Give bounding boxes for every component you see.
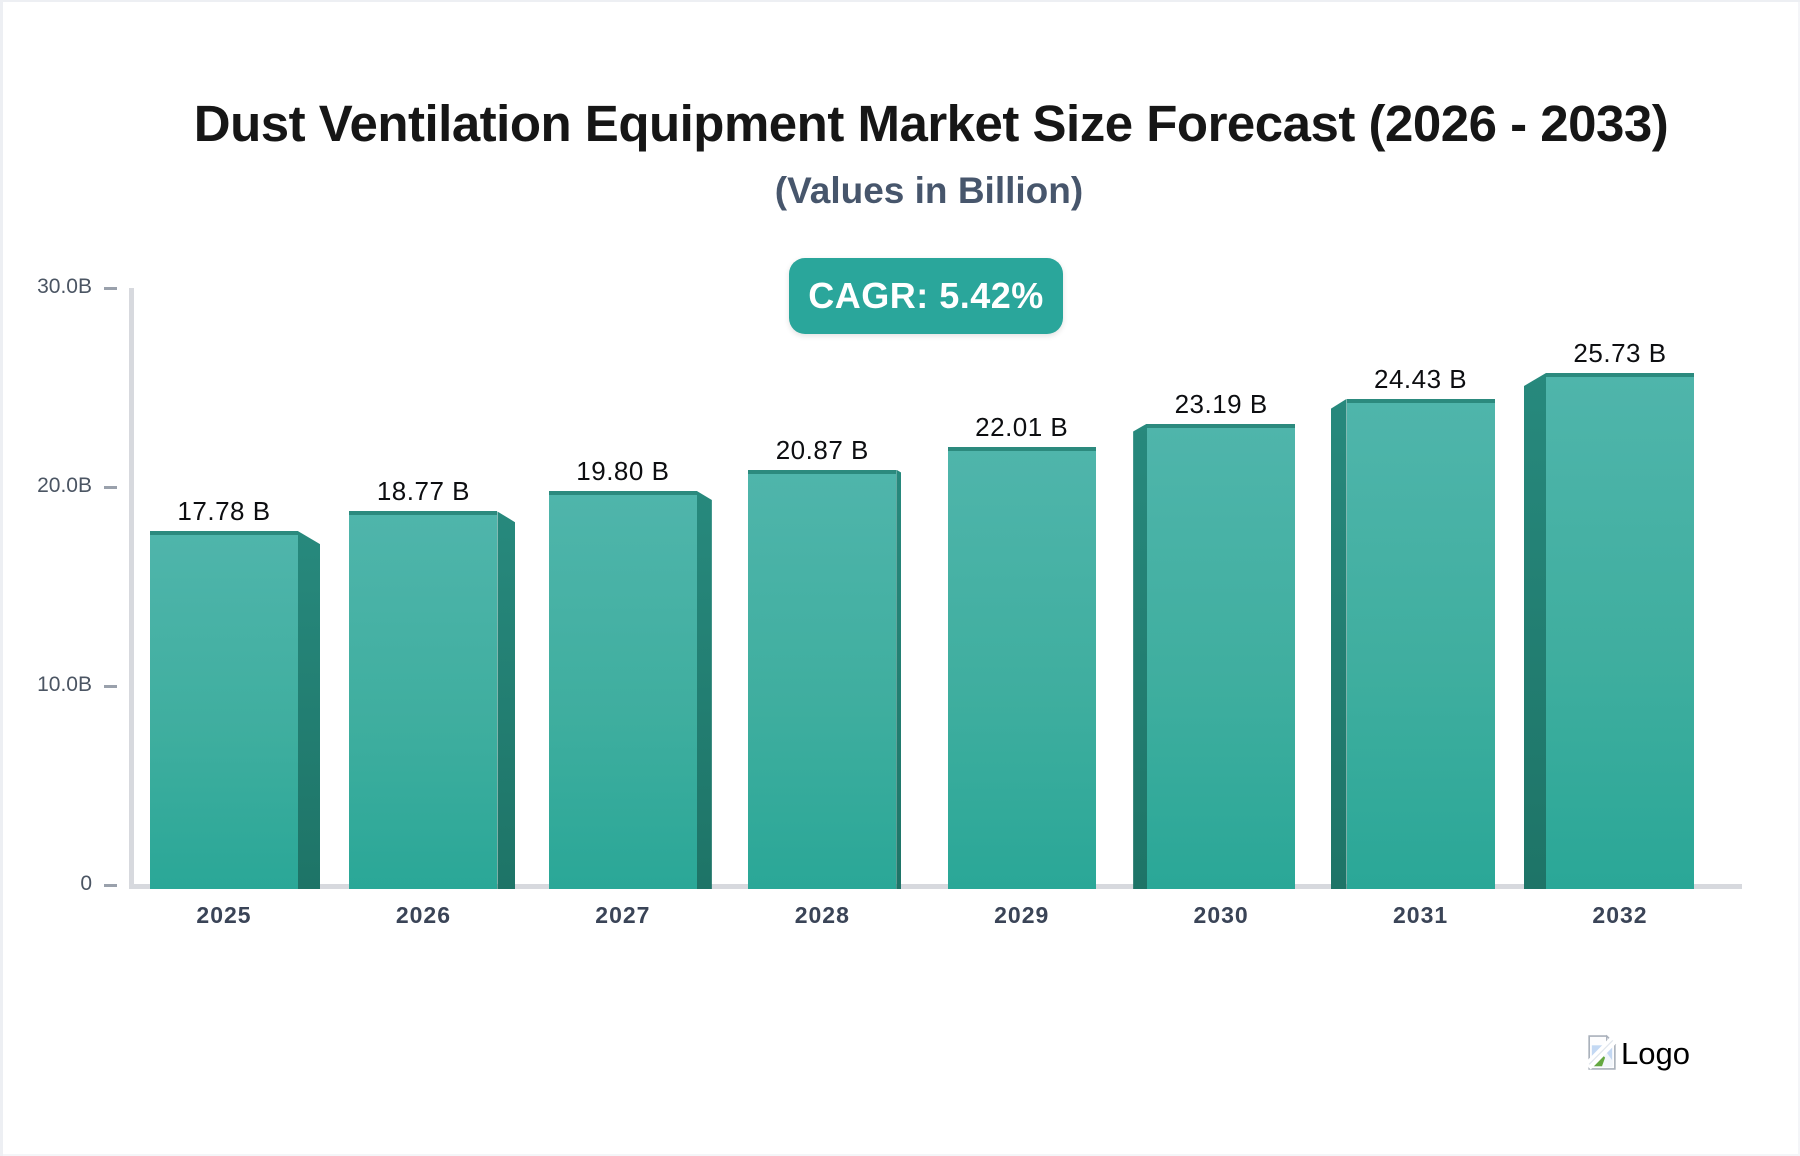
x-axis-label: 2032 [1592, 902, 1648, 928]
chart-title: Dust Ventilation Equipment Market Size F… [193, 95, 1669, 152]
bar-2025[interactable] [150, 531, 298, 889]
x-axis-label: 2025 [196, 902, 252, 928]
bar-3d-side [696, 490, 712, 889]
bar-value-label: 20.87 B [775, 434, 869, 465]
bar-value-label: 23.19 B [1174, 388, 1268, 419]
bar-value-label: 18.77 B [376, 476, 470, 507]
x-axis-label: 2031 [1392, 902, 1449, 928]
bar-3d-side [1524, 372, 1546, 889]
x-axis-line [129, 884, 1742, 889]
bar-2028[interactable] [748, 469, 897, 889]
bar-3d-side [497, 511, 516, 889]
bar-3d-side [298, 531, 320, 889]
bar-value-label: 22.01 B [975, 412, 1069, 442]
logo-text: Logo [1621, 1036, 1690, 1071]
y-axis-tick [104, 685, 117, 688]
bar-2031[interactable] [1346, 398, 1495, 889]
x-axis-label: 2027 [595, 902, 651, 928]
bar-2029[interactable] [947, 447, 1096, 889]
bar-3d-side [1330, 398, 1347, 889]
cagr-badge-label: CAGR: 5.42% [808, 275, 1044, 316]
broken-image-icon [1584, 1034, 1618, 1070]
bar-2027[interactable] [548, 490, 697, 889]
bar-value-label: 19.80 B [576, 455, 670, 486]
logo: Logo [1583, 1034, 1690, 1074]
bar-2026[interactable] [349, 511, 498, 889]
x-axis-label: 2029 [994, 902, 1050, 928]
y-axis-tick [104, 884, 117, 887]
x-axis-label: 2026 [395, 902, 452, 928]
bar-value-label: 25.73 B [1573, 337, 1667, 368]
cagr-badge: CAGR: 5.42% [789, 258, 1063, 334]
y-axis-line [129, 288, 134, 889]
y-axis-label: 10.0B [37, 673, 92, 696]
bar-3d-side [1133, 423, 1148, 889]
y-axis-label: 20.0B [37, 474, 92, 497]
x-axis-label: 2028 [794, 902, 850, 928]
x-axis-label: 2030 [1193, 902, 1249, 928]
bar-2032[interactable] [1546, 372, 1694, 889]
y-axis-label: 30.0B [37, 275, 92, 298]
bar-value-label: 17.78 B [177, 496, 271, 527]
bar-2030[interactable] [1147, 423, 1296, 889]
bar-value-label: 24.43 B [1374, 363, 1468, 394]
chart-subtitle: (Values in Billion) [774, 170, 1084, 211]
y-axis-tick [104, 486, 117, 489]
y-axis-label: 0 [80, 872, 92, 895]
bar-3d-side [896, 469, 902, 889]
y-axis-tick [104, 287, 117, 290]
